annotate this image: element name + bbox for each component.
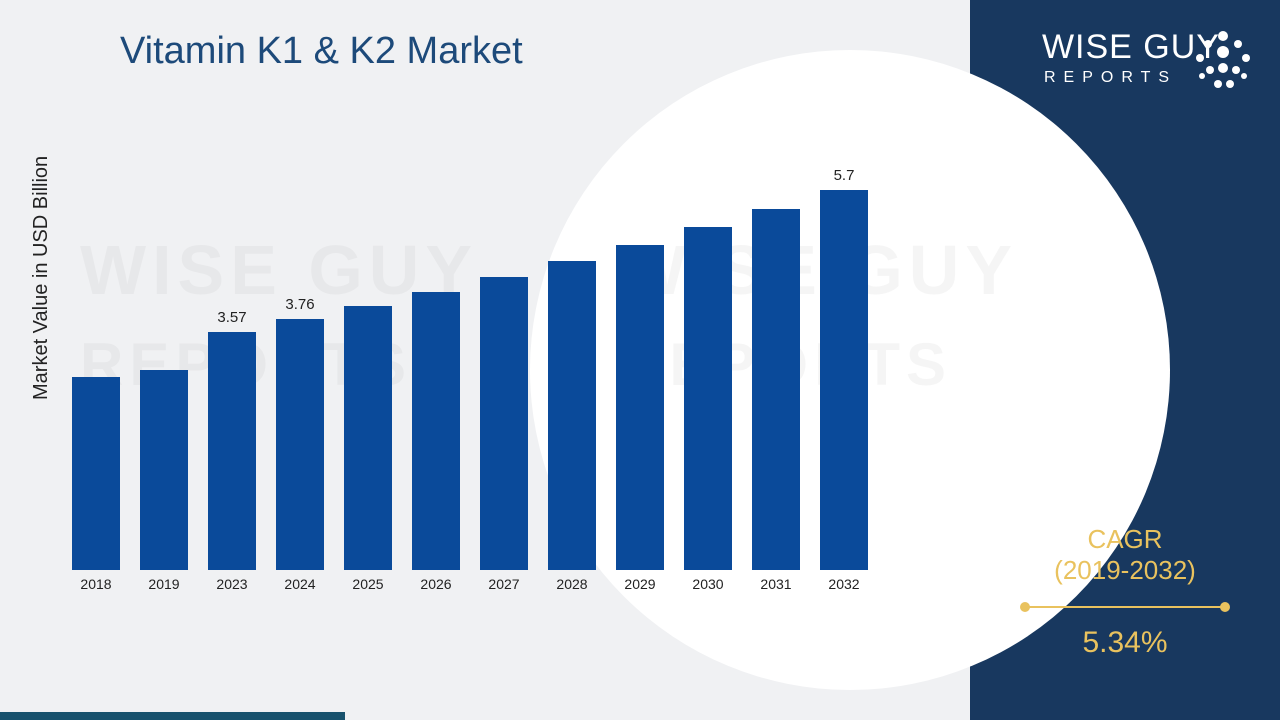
bar-fill xyxy=(140,370,188,570)
bar-fill xyxy=(276,319,324,570)
bar xyxy=(684,227,732,570)
x-axis: 2018 2019 2023 2024 2025 2026 2027 2028 2029 2030… xyxy=(72,570,892,600)
bar xyxy=(412,292,460,570)
bar xyxy=(548,261,596,570)
bar-value-label: 3.57 xyxy=(217,309,246,326)
bar xyxy=(140,370,188,570)
brand-line1: WISE GUY xyxy=(1042,28,1220,67)
bar xyxy=(616,245,664,570)
cagr-label: CAGR xyxy=(970,524,1280,555)
bar-fill xyxy=(684,227,732,570)
bar-fill xyxy=(344,306,392,570)
bar-chart: 3.57 3.76 5.7 2018 2019 2023 2024 2025 2026 2027… xyxy=(72,170,892,610)
page-title: Vitamin K1 & K2 Market xyxy=(120,30,523,73)
bar: 3.57 xyxy=(208,332,256,570)
bar xyxy=(480,277,528,570)
x-tick-label: 2018 xyxy=(80,576,111,592)
bar-fill xyxy=(480,277,528,570)
brand-logo: WISE GUY REPORTS xyxy=(1042,28,1220,87)
plot-area: 3.57 3.76 5.7 xyxy=(72,170,892,570)
bar-fill xyxy=(820,190,868,570)
x-tick-label: 2032 xyxy=(828,576,859,592)
x-tick-label: 2025 xyxy=(352,576,383,592)
bar xyxy=(752,209,800,570)
cagr-divider xyxy=(1025,606,1225,608)
cagr-value: 5.34% xyxy=(970,626,1280,660)
x-tick-label: 2024 xyxy=(284,576,315,592)
x-tick-label: 2031 xyxy=(760,576,791,592)
x-tick-label: 2030 xyxy=(692,576,723,592)
cagr-period: (2019-2032) xyxy=(970,555,1280,586)
brand-line2: REPORTS xyxy=(1042,69,1220,87)
bar-fill xyxy=(752,209,800,570)
bar: 3.76 xyxy=(276,319,324,570)
footer-rule xyxy=(0,712,345,720)
bar-value-label: 5.7 xyxy=(834,167,855,184)
x-tick-label: 2027 xyxy=(488,576,519,592)
bar: 5.7 xyxy=(820,190,868,570)
bar-fill xyxy=(72,377,120,570)
x-tick-label: 2023 xyxy=(216,576,247,592)
bar xyxy=(344,306,392,570)
bar-fill xyxy=(616,245,664,570)
bar-value-label: 3.76 xyxy=(285,296,314,313)
bar-fill xyxy=(548,261,596,570)
y-axis-label: Market Value in USD Billion xyxy=(30,156,53,400)
x-tick-label: 2028 xyxy=(556,576,587,592)
x-tick-label: 2026 xyxy=(420,576,451,592)
bar-fill xyxy=(208,332,256,570)
x-tick-label: 2029 xyxy=(624,576,655,592)
x-tick-label: 2019 xyxy=(148,576,179,592)
bar xyxy=(72,377,120,570)
bar-fill xyxy=(412,292,460,570)
cagr-box: CAGR (2019-2032) 5.34% xyxy=(970,524,1280,660)
